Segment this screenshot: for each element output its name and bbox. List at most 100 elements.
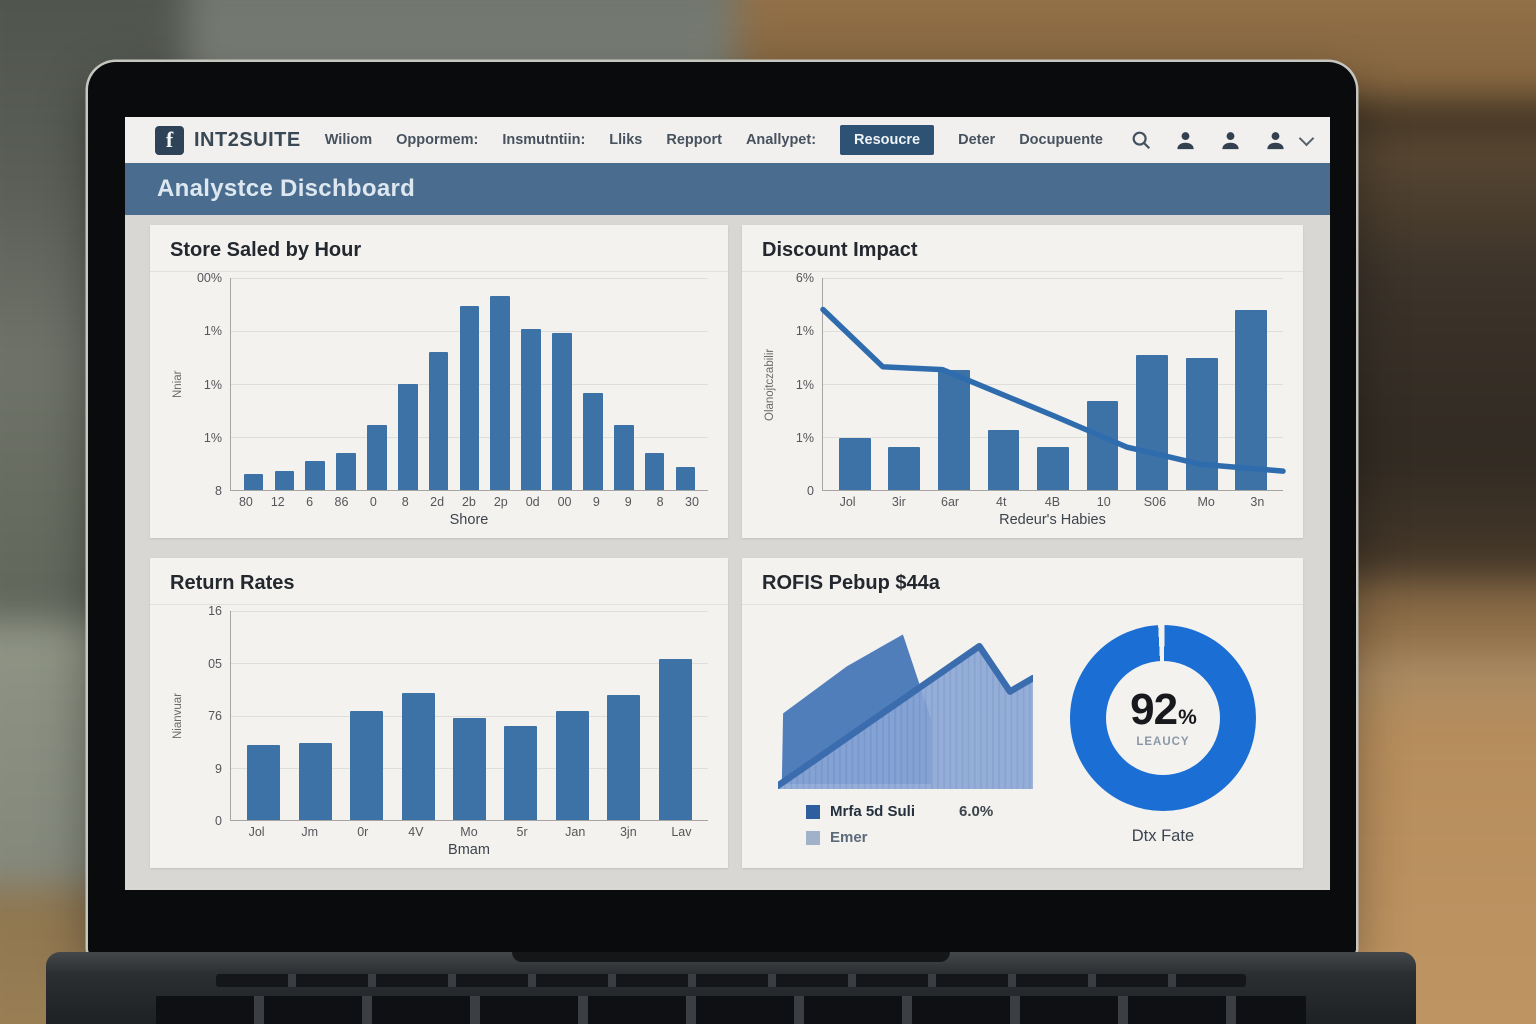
bar: [504, 725, 538, 820]
bar-slot: [331, 278, 362, 490]
y-tick-label: 76: [208, 709, 222, 723]
nav-item-3[interactable]: Insmutntiin:: [502, 132, 586, 148]
gridline: [823, 331, 1283, 332]
area-chart: [778, 621, 1033, 789]
bar-slot: [929, 278, 979, 490]
chart-legend: Mrfa 5d Suli 6.0% Emer: [806, 803, 1033, 846]
gridline: [823, 384, 1283, 385]
user-icon[interactable]: [1219, 129, 1242, 152]
x-tick-label: S06: [1143, 495, 1167, 509]
bar: [658, 659, 692, 820]
donut-sublabel: LEAUCY: [1136, 736, 1190, 748]
x-tick-label: 12: [270, 495, 285, 509]
chevron-down-icon[interactable]: [1298, 130, 1315, 146]
user-icon[interactable]: [1174, 129, 1197, 152]
x-tick-label: 86: [334, 495, 349, 509]
bar-slot: [454, 278, 485, 490]
bar: [552, 333, 572, 490]
bar-slot: [670, 278, 701, 490]
legend-swatch-light: [806, 830, 820, 845]
y-tick-label: 9: [215, 761, 222, 776]
x-tick-label: Jol: [839, 495, 856, 509]
return-rates-bar-chart: Nianvuar 16 05 76 9 0 Jol Jm 0r 4V Mo 5r Jan 3jn Lav Bm…: [170, 604, 708, 858]
x-tick-label: 3n: [1250, 495, 1265, 509]
resoucre-button[interactable]: Resoucre: [840, 125, 935, 155]
x-tick-label: 00: [557, 495, 572, 509]
bar: [582, 393, 603, 490]
bar: [987, 429, 1020, 490]
y-tick-label: 6%: [795, 271, 814, 285]
gridline: [231, 715, 708, 717]
nav-item-6[interactable]: Anallypet:: [745, 132, 817, 148]
bar-slot: [879, 278, 929, 490]
bar-slot: [1028, 278, 1078, 490]
nav-item-5[interactable]: Repport: [666, 132, 722, 148]
x-tick-label: 0d: [525, 495, 540, 509]
bars: [231, 611, 708, 820]
plot: [822, 278, 1283, 491]
legend-item: Emer: [806, 829, 1033, 846]
divider: [742, 271, 1303, 272]
legend-label: Emer: [830, 829, 868, 846]
x-tick-label: 6: [306, 495, 314, 509]
nav-item-2[interactable]: Oppormem:: [396, 132, 479, 148]
x-axis-title: Shore: [449, 512, 489, 528]
divider: [742, 604, 1303, 605]
bar: [453, 717, 486, 820]
store-sales-bar-chart: Nniar 00% 1% 1% 1% 8 80 12 6 86 0 8 2d 2b 2p 0d 00 9 9 8 30 S…: [170, 271, 708, 528]
gridline: [231, 611, 708, 612]
bar-slot: [639, 278, 670, 490]
bar-slot: [547, 278, 578, 490]
nav-item-secondary-2[interactable]: Docupuente: [1019, 132, 1103, 148]
bar-slot: [495, 611, 546, 820]
y-tick-label: 0: [807, 484, 814, 498]
bar: [490, 296, 511, 490]
x-tick-label: 5r: [516, 825, 528, 839]
x-tick-label: 80: [238, 495, 253, 509]
bar-slot: [392, 611, 443, 820]
bar: [888, 447, 921, 490]
x-tick-label: 9: [592, 495, 600, 509]
nav-item-secondary-1[interactable]: Deter: [958, 132, 996, 148]
search-icon[interactable]: [1130, 129, 1152, 151]
gridline: [823, 437, 1283, 438]
bar: [613, 425, 634, 490]
x-tick-label: 10: [1096, 495, 1111, 509]
legend-value: 6.0%: [959, 803, 994, 820]
x-tick-label: Lav: [671, 825, 692, 839]
y-tick-label: 1%: [795, 377, 814, 392]
x-tick-label: 4V: [408, 825, 424, 839]
panel-return-rates: Return Rates Nianvuar 16 05 76 9 0 Jol Jm 0r 4V Mo…: [150, 558, 728, 868]
bar: [1235, 309, 1268, 490]
x-tick-label: 4B: [1044, 495, 1061, 509]
bar: [428, 351, 449, 490]
bar: [274, 470, 295, 490]
bar: [459, 305, 480, 490]
bar-slot: [423, 278, 454, 490]
bar-slot: [1227, 278, 1277, 490]
bar: [675, 466, 696, 490]
donut-column: 92% LEAUCY Dtx Fate: [1043, 621, 1283, 858]
x-axis-ticks: 80 12 6 86 0 8 2d 2b 2p 0d 00 9 9 8 30: [230, 495, 708, 509]
x-tick-label: 0: [369, 495, 377, 509]
bar: [350, 711, 384, 820]
nav-item-4[interactable]: Lliks: [609, 132, 643, 148]
bar-slot: [830, 278, 880, 490]
bar-slot: [269, 278, 300, 490]
panel-title: Store Saled by Hour: [170, 239, 362, 261]
user-icon[interactable]: [1264, 129, 1287, 152]
bar: [247, 744, 281, 820]
y-axis-title: Nianvuar: [172, 692, 184, 740]
bars: [823, 278, 1283, 490]
laptop-hinge: [511, 952, 951, 962]
x-axis-title: Bmam: [448, 842, 490, 858]
x-tick-label: 2b: [461, 495, 476, 509]
bar-slot: [1177, 278, 1227, 490]
x-tick-label: 30: [685, 495, 699, 509]
brand-logo[interactable]: f: [155, 125, 184, 155]
x-tick-label: 3ir: [891, 495, 906, 509]
plot: [230, 611, 708, 821]
nav-item-1[interactable]: Wiliom: [324, 132, 373, 148]
bar-slot: [598, 611, 649, 820]
bar: [1136, 355, 1168, 490]
